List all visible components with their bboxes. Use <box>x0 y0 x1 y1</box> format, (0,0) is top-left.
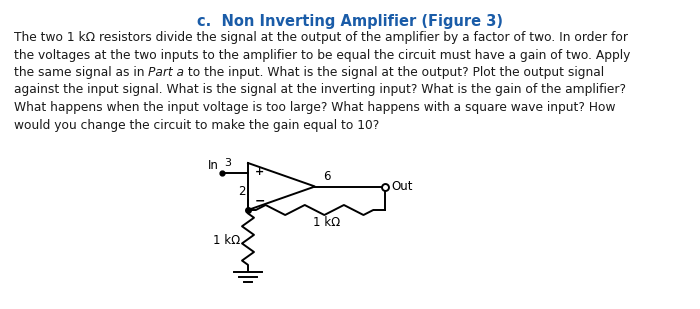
Text: −: − <box>255 194 265 207</box>
Text: The two 1 kΩ resistors divide the signal at the output of the amplifier by a fac: The two 1 kΩ resistors divide the signal… <box>14 31 628 44</box>
Text: c.  Non Inverting Amplifier (Figure 3): c. Non Inverting Amplifier (Figure 3) <box>197 14 503 29</box>
Text: the same signal as in: the same signal as in <box>14 66 148 79</box>
Text: against the input signal. What is the signal at the inverting input? What is the: against the input signal. What is the si… <box>14 83 626 96</box>
Text: Part a: Part a <box>148 66 184 79</box>
Text: 3: 3 <box>224 158 231 168</box>
Text: In: In <box>208 159 219 172</box>
Text: 1 kΩ: 1 kΩ <box>213 234 240 247</box>
Text: 6: 6 <box>323 170 330 183</box>
Text: +: + <box>255 167 265 177</box>
Text: 1 kΩ: 1 kΩ <box>313 216 340 229</box>
Text: would you change the circuit to make the gain equal to 10?: would you change the circuit to make the… <box>14 118 379 132</box>
Text: to the input. What is the signal at the output? Plot the output signal: to the input. What is the signal at the … <box>184 66 605 79</box>
Text: Out: Out <box>391 180 412 193</box>
Text: the voltages at the two inputs to the amplifier to be equal the circuit must hav: the voltages at the two inputs to the am… <box>14 49 631 61</box>
Text: What happens when the input voltage is too large? What happens with a square wav: What happens when the input voltage is t… <box>14 101 615 114</box>
Text: 2: 2 <box>239 185 246 198</box>
